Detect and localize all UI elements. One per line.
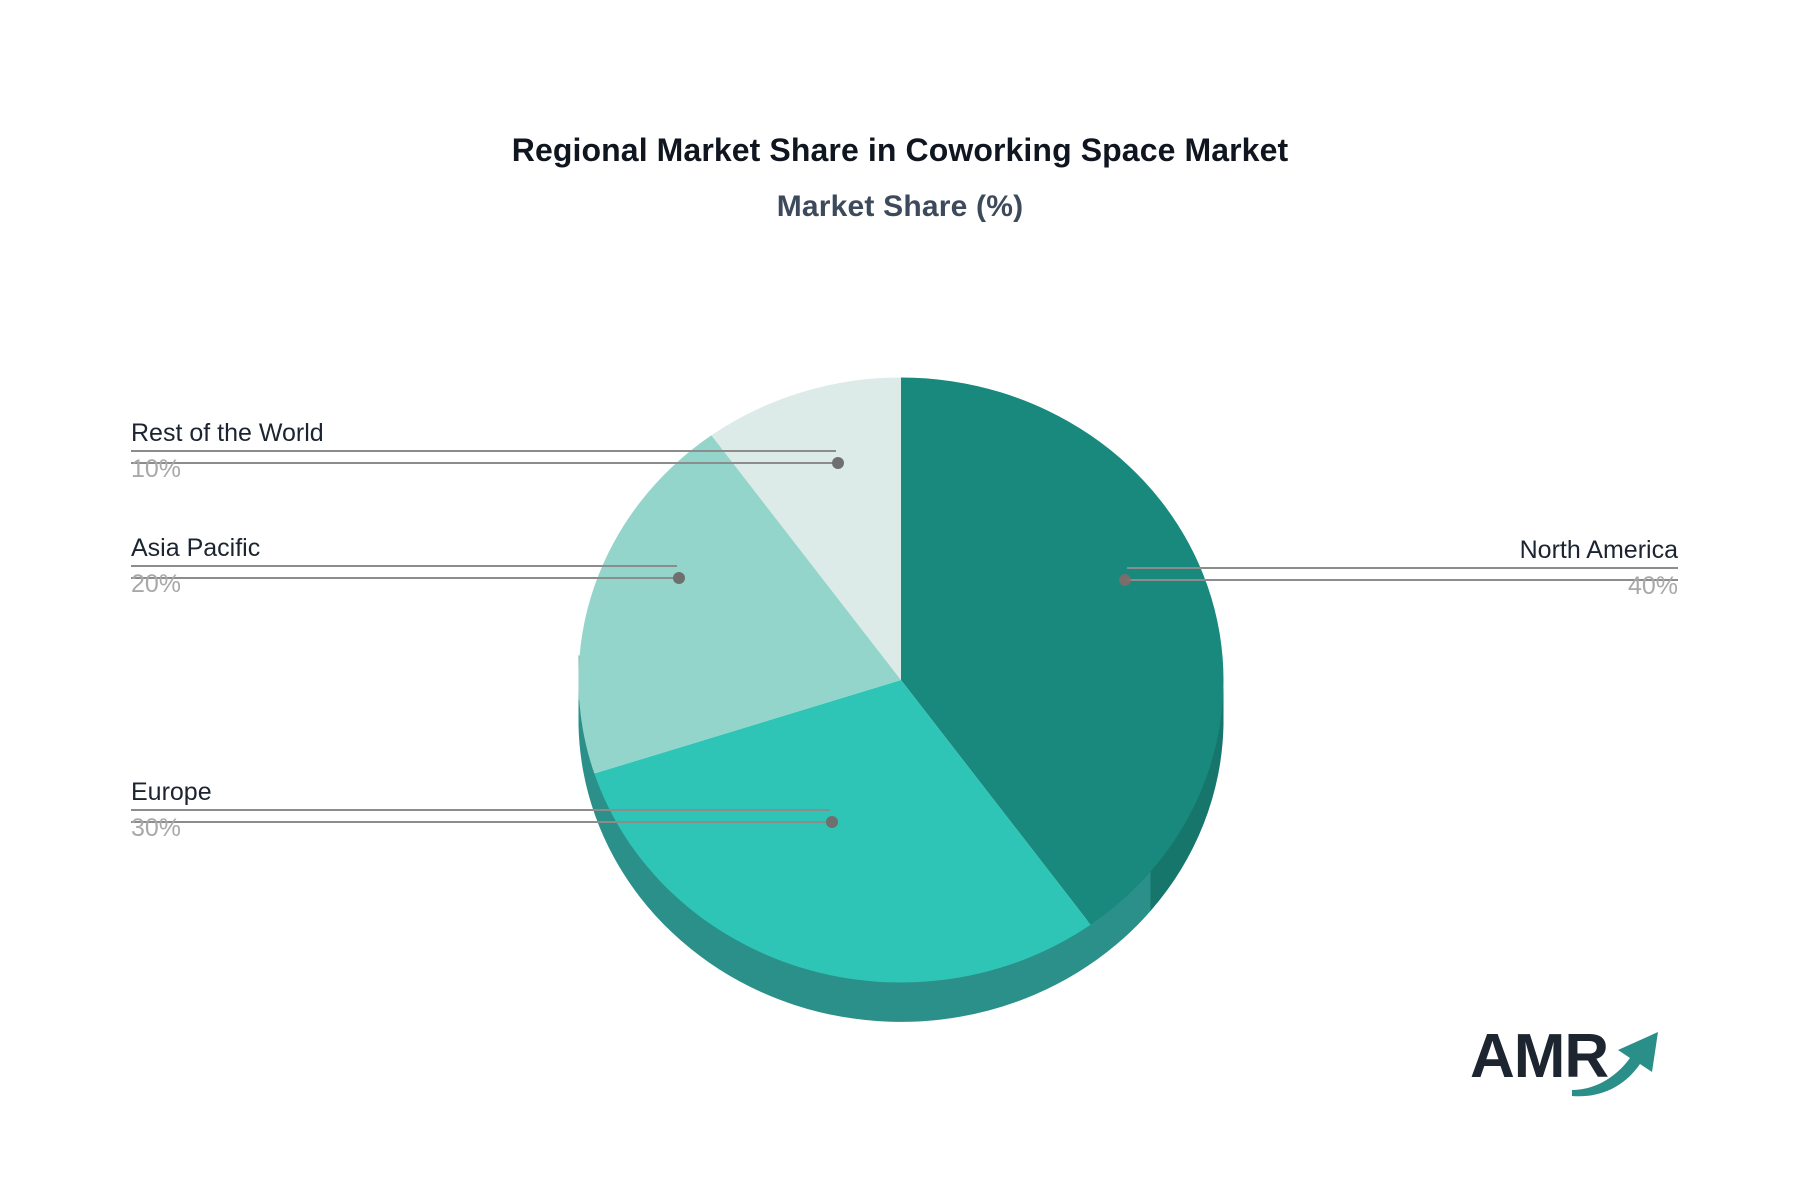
callout-europe: Europe 30%	[131, 777, 830, 844]
callout-value-north-america: 40%	[1627, 572, 1678, 600]
pie-slice-asia-pacific[interactable]	[578, 435, 901, 774]
chart-title: Regional Market Share in Coworking Space…	[511, 132, 1289, 168]
callout-leader-lines	[131, 457, 1678, 828]
callout-label-rest-of-the-world: Rest of the World	[131, 419, 324, 447]
callout-rule-rest-of-the-world	[131, 450, 836, 452]
growth-arrow-icon	[1572, 1032, 1658, 1097]
pie-slice-north-america[interactable]	[901, 377, 1224, 925]
leader-dot-north-america	[1119, 574, 1131, 586]
callout-asia-pacific: Asia Pacific 20%	[131, 533, 677, 600]
callout-north-america: North America 40%	[1127, 535, 1678, 602]
callout-value-asia-pacific: 20%	[131, 570, 182, 598]
callout-label-asia-pacific: Asia Pacific	[131, 534, 261, 562]
leader-dot-europe	[826, 816, 838, 828]
callout-label-europe: Europe	[131, 778, 212, 806]
amr-logo: AMR	[1470, 1020, 1670, 1100]
pie-slice-rest-of-the-world[interactable]	[711, 377, 901, 681]
callout-value-europe: 30%	[131, 814, 182, 842]
leader-dot-asia-pacific	[673, 572, 685, 584]
leader-dot-rest-of-the-world	[832, 457, 844, 469]
amr-wordmark: AMR	[1470, 1022, 1609, 1091]
callout-value-rest-of-the-world: 10%	[131, 455, 182, 483]
callout-rule-europe	[131, 809, 830, 811]
pie-side-wall-europe	[578, 680, 1151, 1022]
pie-side-wall-north-america	[1150, 680, 1224, 911]
callout-rule-asia-pacific	[131, 565, 677, 567]
pie-slice-europe[interactable]	[594, 680, 1091, 983]
callout-rest-of-the-world: Rest of the World 10%	[131, 418, 836, 485]
callout-rule-north-america	[1127, 567, 1678, 569]
chart-subtitle: Market Share (%)	[776, 190, 1024, 223]
pie-top-face	[578, 377, 1224, 983]
callout-label-north-america: North America	[1519, 536, 1678, 564]
